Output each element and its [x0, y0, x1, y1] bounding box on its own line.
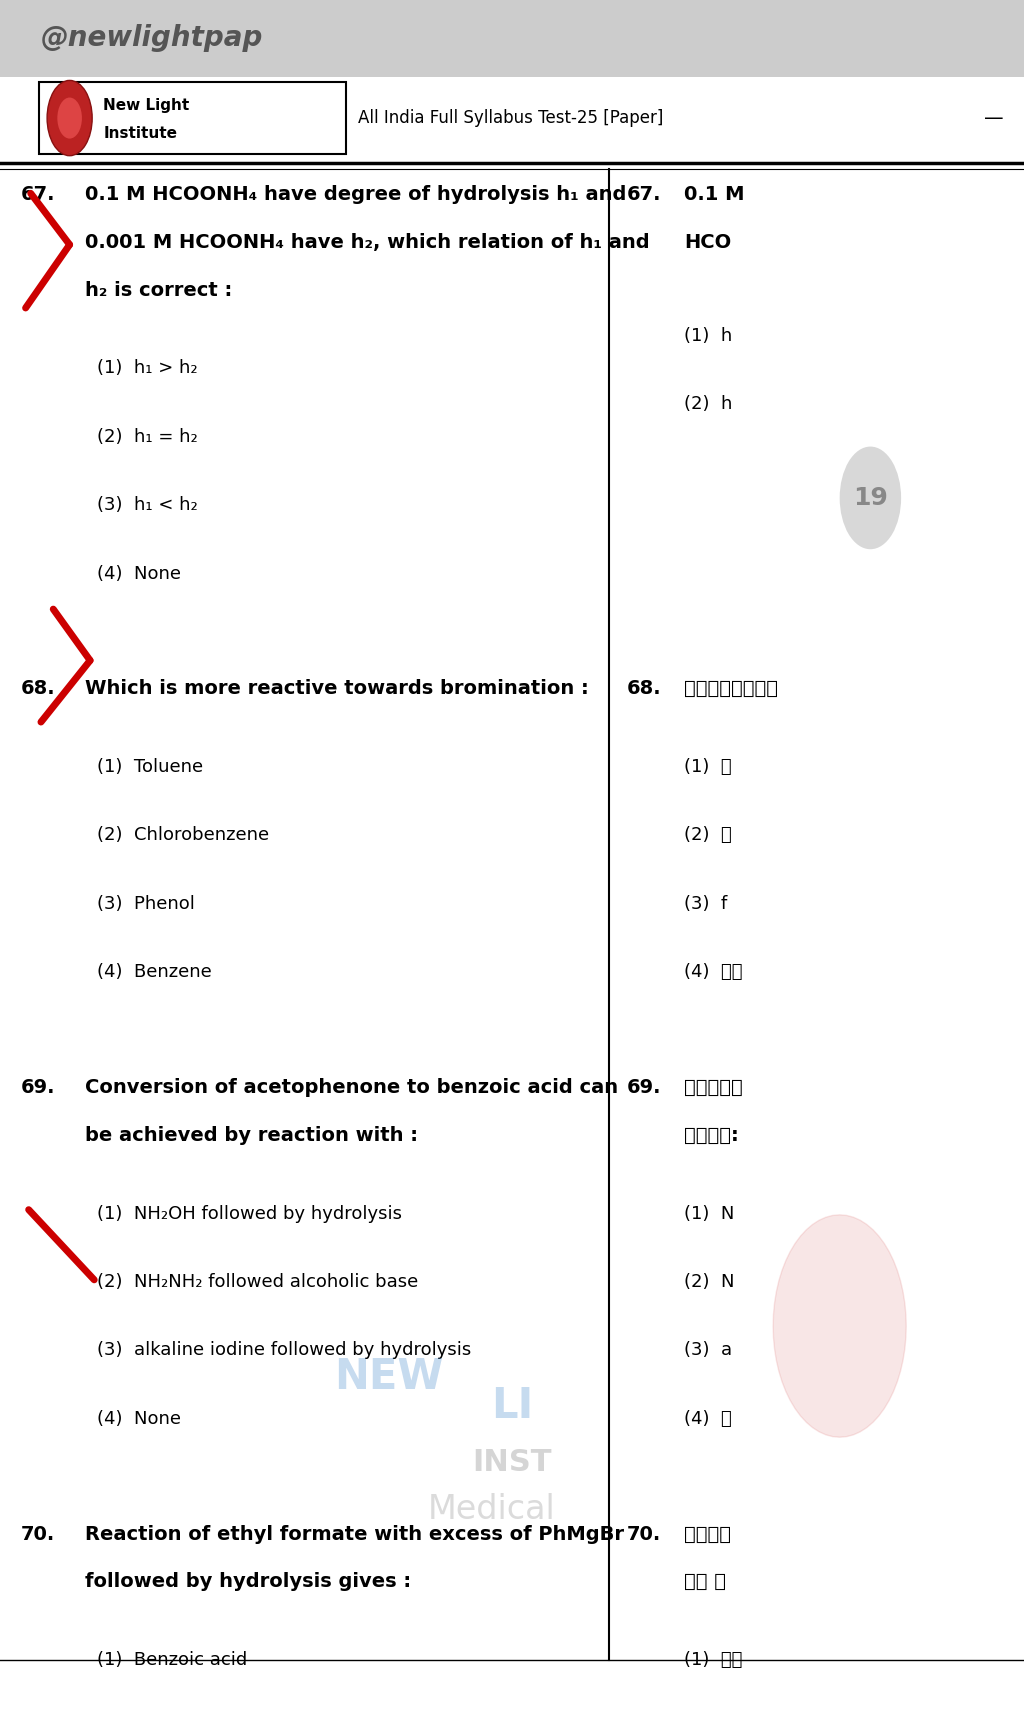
Bar	[39, 82, 346, 154]
Text: Reaction of ethyl formate with excess of PhMgBr: Reaction of ethyl formate with excess of…	[85, 1525, 624, 1543]
Text: (2)  ट: (2) ट	[684, 826, 732, 845]
Text: (2)  N: (2) N	[684, 1273, 734, 1292]
Text: 70.: 70.	[20, 1525, 54, 1543]
Text: Medical: Medical	[428, 1492, 555, 1526]
Text: ब्रोमीने: ब्रोमीने	[684, 679, 778, 698]
Text: 69.: 69.	[627, 1078, 662, 1097]
Text: (3)  f: (3) f	[684, 895, 727, 914]
Text: (1)  N: (1) N	[684, 1205, 734, 1223]
Circle shape	[57, 98, 82, 139]
Text: पर त: पर त	[684, 1572, 726, 1591]
Text: 67.: 67.	[627, 185, 662, 204]
Text: 0.001 M HCOONH₄ have h₂, which relation of h₁ and: 0.001 M HCOONH₄ have h₂, which relation …	[85, 233, 649, 252]
Text: —: —	[984, 108, 1004, 128]
Text: 0.1 M: 0.1 M	[684, 185, 744, 204]
Text: be achieved by reaction with :: be achieved by reaction with :	[85, 1126, 418, 1145]
Text: 68.: 68.	[20, 679, 55, 698]
Text: h₂ is correct :: h₂ is correct :	[85, 281, 232, 299]
Text: followed by hydrolysis gives :: followed by hydrolysis gives :	[85, 1572, 411, 1591]
Text: (4)  None: (4) None	[97, 565, 181, 583]
Text: New Light: New Light	[103, 98, 189, 113]
Text: (2)  NH₂NH₂ followed alcoholic base: (2) NH₂NH₂ followed alcoholic base	[97, 1273, 419, 1292]
Text: एसीटो: एसीटो	[684, 1078, 742, 1097]
Text: एथिल: एथिल	[684, 1525, 731, 1543]
Text: 69.: 69.	[20, 1078, 55, 1097]
Text: (1)  ट: (1) ट	[684, 758, 732, 777]
Text: (1)  दे: (1) दे	[684, 1651, 742, 1670]
Circle shape	[47, 80, 92, 156]
Text: Which is more reactive towards bromination :: Which is more reactive towards brominati…	[85, 679, 589, 698]
Text: 68.: 68.	[627, 679, 662, 698]
Text: INST: INST	[472, 1449, 552, 1477]
Text: (2)  Chlorobenzene: (2) Chlorobenzene	[97, 826, 269, 845]
Text: 19: 19	[853, 486, 888, 510]
Text: (1)  NH₂OH followed by hydrolysis: (1) NH₂OH followed by hydrolysis	[97, 1205, 402, 1223]
Text: @newlightpap: @newlightpap	[41, 24, 263, 53]
Text: All India Full Syllabus Test-25 [Paper]: All India Full Syllabus Test-25 [Paper]	[358, 110, 664, 127]
Text: होगा:: होगा:	[684, 1126, 738, 1145]
Polygon shape	[773, 1215, 906, 1437]
Text: (1)  Toluene: (1) Toluene	[97, 758, 204, 777]
Text: NEW: NEW	[335, 1357, 443, 1398]
Text: (3)  a: (3) a	[684, 1341, 732, 1360]
Text: (3)  Phenol: (3) Phenol	[97, 895, 196, 914]
Text: (1)  Benzoic acid: (1) Benzoic acid	[97, 1651, 248, 1670]
Text: LI: LI	[490, 1386, 534, 1427]
Text: (2)  h: (2) h	[684, 395, 732, 414]
Text: (4)  Benzene: (4) Benzene	[97, 963, 212, 982]
Text: (1)  h: (1) h	[684, 327, 732, 346]
Text: HCO: HCO	[684, 233, 731, 252]
Circle shape	[840, 447, 901, 549]
Text: (4)  दे: (4) दे	[684, 963, 742, 982]
Text: 70.: 70.	[627, 1525, 660, 1543]
Text: (2)  h₁ = h₂: (2) h₁ = h₂	[97, 428, 198, 447]
Text: (3)  h₁ < h₂: (3) h₁ < h₂	[97, 496, 198, 515]
Text: Institute: Institute	[103, 127, 177, 142]
Text: (4)  इ: (4) इ	[684, 1410, 732, 1429]
Text: 67.: 67.	[20, 185, 55, 204]
Bar	[0, 0, 1024, 77]
Text: (3)  alkaline iodine followed by hydrolysis: (3) alkaline iodine followed by hydrolys…	[97, 1341, 471, 1360]
Text: (4)  None: (4) None	[97, 1410, 181, 1429]
Text: 0.1 M HCOONH₄ have degree of hydrolysis h₁ and: 0.1 M HCOONH₄ have degree of hydrolysis …	[85, 185, 627, 204]
Text: Conversion of acetophenone to benzoic acid can: Conversion of acetophenone to benzoic ac…	[85, 1078, 618, 1097]
Text: (1)  h₁ > h₂: (1) h₁ > h₂	[97, 359, 198, 378]
